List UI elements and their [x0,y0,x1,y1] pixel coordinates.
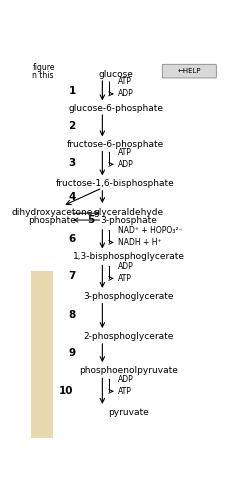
Text: phosphoenolpyruvate: phosphoenolpyruvate [79,366,178,375]
Text: ATP: ATP [118,148,132,157]
Text: glyceraldehyde: glyceraldehyde [94,208,164,217]
Text: ATP: ATP [118,274,132,283]
Text: 6: 6 [69,234,76,244]
Text: fructose-6-phosphate: fructose-6-phosphate [67,140,164,149]
Text: ADP: ADP [118,90,134,98]
Text: 4: 4 [68,192,76,202]
Text: 2-phosphoglycerate: 2-phosphoglycerate [84,332,174,341]
Text: 5: 5 [87,215,95,225]
Text: 1,3-bisphosphoglycerate: 1,3-bisphosphoglycerate [73,252,185,261]
Text: 3: 3 [69,158,76,168]
Text: glucose-6-phosphate: glucose-6-phosphate [68,104,163,113]
Text: 10: 10 [59,386,74,396]
Text: figure: figure [32,63,55,72]
Text: ATP: ATP [118,387,132,396]
Text: 3-phosphoglycerate: 3-phosphoglycerate [84,292,174,301]
FancyBboxPatch shape [30,271,53,438]
Text: ADP: ADP [118,262,134,271]
Text: 1: 1 [69,86,76,96]
Text: ADP: ADP [118,160,134,169]
Text: 9: 9 [69,348,76,358]
Text: ←HELP: ←HELP [178,68,201,74]
Text: 8: 8 [69,310,76,320]
Text: NAD⁺ + HOPO₃²⁻: NAD⁺ + HOPO₃²⁻ [118,226,183,235]
Text: pyruvate: pyruvate [108,407,149,417]
Text: NADH + H⁺: NADH + H⁺ [118,238,162,247]
Text: n this: n this [32,71,54,80]
Text: fructose-1,6-bisphosphate: fructose-1,6-bisphosphate [56,179,175,188]
Text: phosphate: phosphate [28,216,76,225]
Text: 3-phosphate: 3-phosphate [100,216,157,225]
Text: glucose: glucose [98,70,133,79]
Text: ADP: ADP [118,375,134,384]
Text: ATP: ATP [118,77,132,86]
FancyBboxPatch shape [162,64,216,78]
Text: 2: 2 [69,121,76,131]
Text: 7: 7 [68,272,76,281]
Text: dihydroxyacetone: dihydroxyacetone [11,208,93,217]
